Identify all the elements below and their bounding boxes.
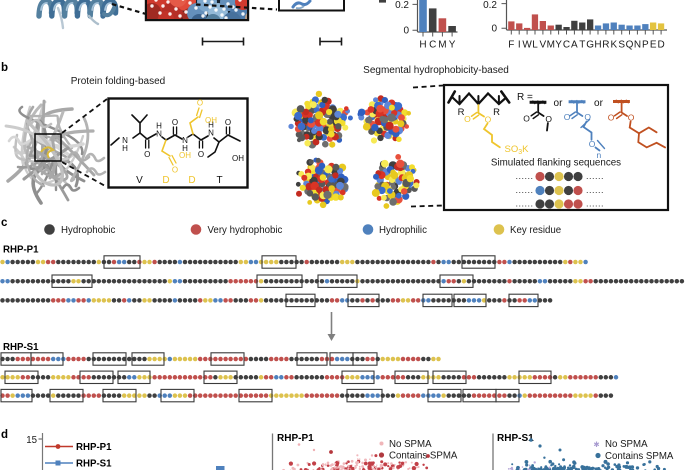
svg-text:Simulated flanking sequences: Simulated flanking sequences [491, 158, 621, 169]
svg-text:c: c [1, 217, 8, 229]
svg-text:L: L [532, 40, 538, 51]
svg-text:0: 0 [491, 24, 497, 35]
svg-text:T: T [579, 40, 585, 51]
svg-text:H: H [594, 40, 601, 51]
svg-text:No SPMA: No SPMA [605, 439, 648, 450]
svg-text:R: R [602, 40, 609, 51]
svg-text:H: H [156, 122, 162, 131]
svg-text:Q: Q [626, 40, 634, 51]
svg-text:RHP-P1: RHP-P1 [3, 245, 39, 256]
svg-text:M: M [547, 40, 555, 51]
svg-text:or: or [554, 98, 564, 109]
svg-text:0.2: 0.2 [483, 0, 497, 11]
svg-text:RHP-S1: RHP-S1 [76, 459, 112, 470]
svg-text:SO3K: SO3K [505, 144, 530, 156]
svg-text:O: O [564, 112, 571, 122]
svg-text:n: n [597, 150, 602, 160]
svg-text:R: R [493, 107, 500, 118]
svg-text:H: H [122, 144, 128, 153]
svg-text:M: M [438, 40, 446, 51]
svg-text:C: C [429, 40, 436, 51]
svg-text:F: F [508, 40, 514, 51]
svg-text:d: d [1, 429, 8, 441]
svg-text:N: N [182, 136, 188, 145]
svg-text:Protein folding-based: Protein folding-based [71, 76, 166, 87]
svg-text:O: O [523, 114, 530, 124]
svg-text:OH: OH [205, 116, 217, 125]
svg-text:O: O [485, 115, 492, 125]
svg-text:I: I [518, 40, 521, 51]
svg-text:N: N [634, 40, 641, 51]
svg-text:O: O [144, 150, 150, 159]
svg-text:......: ...... [515, 199, 533, 209]
svg-text:O: O [545, 114, 552, 124]
svg-text:V: V [136, 175, 143, 186]
svg-text:D: D [188, 175, 195, 186]
svg-text:Hydrophobic: Hydrophobic [61, 225, 116, 236]
svg-text:Contains SPMA: Contains SPMA [605, 451, 674, 462]
svg-text:W: W [522, 40, 532, 51]
svg-text:O: O [584, 112, 591, 122]
svg-text:E: E [650, 40, 657, 51]
svg-text:RHP-S1: RHP-S1 [3, 342, 39, 353]
svg-text:OH: OH [232, 154, 244, 163]
svg-text:O: O [464, 114, 471, 124]
svg-text:0: 0 [403, 26, 409, 37]
svg-text:T: T [216, 175, 222, 186]
svg-text:b: b [1, 62, 8, 74]
svg-text:N: N [122, 136, 128, 145]
svg-text:15: 15 [26, 435, 37, 446]
svg-text:Very hydrophobic: Very hydrophobic [208, 225, 283, 236]
svg-text:0.2: 0.2 [395, 0, 409, 11]
svg-text:O: O [172, 118, 178, 127]
svg-text:H: H [208, 121, 214, 130]
svg-text:O: O [608, 113, 615, 123]
svg-text:O: O [589, 139, 596, 149]
svg-text:H: H [182, 144, 188, 153]
svg-text:O: O [225, 118, 231, 127]
svg-text:A: A [571, 40, 578, 51]
svg-text:D: D [657, 40, 664, 51]
svg-text:G: G [586, 40, 594, 51]
svg-text:D: D [162, 175, 169, 186]
svg-text:No SPMA: No SPMA [389, 439, 432, 450]
svg-text:RHP-P1: RHP-P1 [76, 442, 112, 453]
svg-text:Segmental hydrophobicity-based: Segmental hydrophobicity-based [363, 65, 509, 76]
svg-text:O: O [197, 99, 203, 108]
svg-text:✱: ✱ [593, 440, 600, 449]
svg-text:S: S [618, 40, 625, 51]
svg-text:......: ...... [586, 199, 604, 209]
svg-text:N: N [156, 130, 162, 139]
svg-text:O: O [198, 150, 204, 159]
svg-text:Y: Y [449, 40, 456, 51]
svg-text:Contains SPMA: Contains SPMA [389, 451, 458, 462]
svg-text:V: V [540, 40, 547, 51]
svg-text:OH: OH [179, 151, 191, 160]
svg-text:H: H [419, 40, 426, 51]
svg-text:R =: R = [517, 92, 533, 103]
svg-text:O: O [628, 113, 635, 123]
svg-text:R: R [458, 107, 465, 118]
svg-text:P: P [642, 40, 649, 51]
svg-text:Key residue: Key residue [510, 225, 561, 236]
svg-text:......: ...... [586, 185, 604, 195]
svg-text:O: O [172, 166, 178, 175]
svg-text:K: K [610, 40, 617, 51]
svg-text:C: C [563, 40, 570, 51]
svg-text:RHP-S1: RHP-S1 [497, 433, 534, 444]
svg-text:or: or [594, 98, 604, 109]
svg-text:......: ...... [515, 171, 533, 181]
svg-text:RHP-P1: RHP-P1 [277, 433, 314, 444]
svg-text:......: ...... [515, 185, 533, 195]
svg-text:Y: Y [555, 40, 562, 51]
svg-text:Hydrophilic: Hydrophilic [379, 225, 427, 236]
svg-text:......: ...... [586, 171, 604, 181]
svg-text:N: N [208, 129, 214, 138]
